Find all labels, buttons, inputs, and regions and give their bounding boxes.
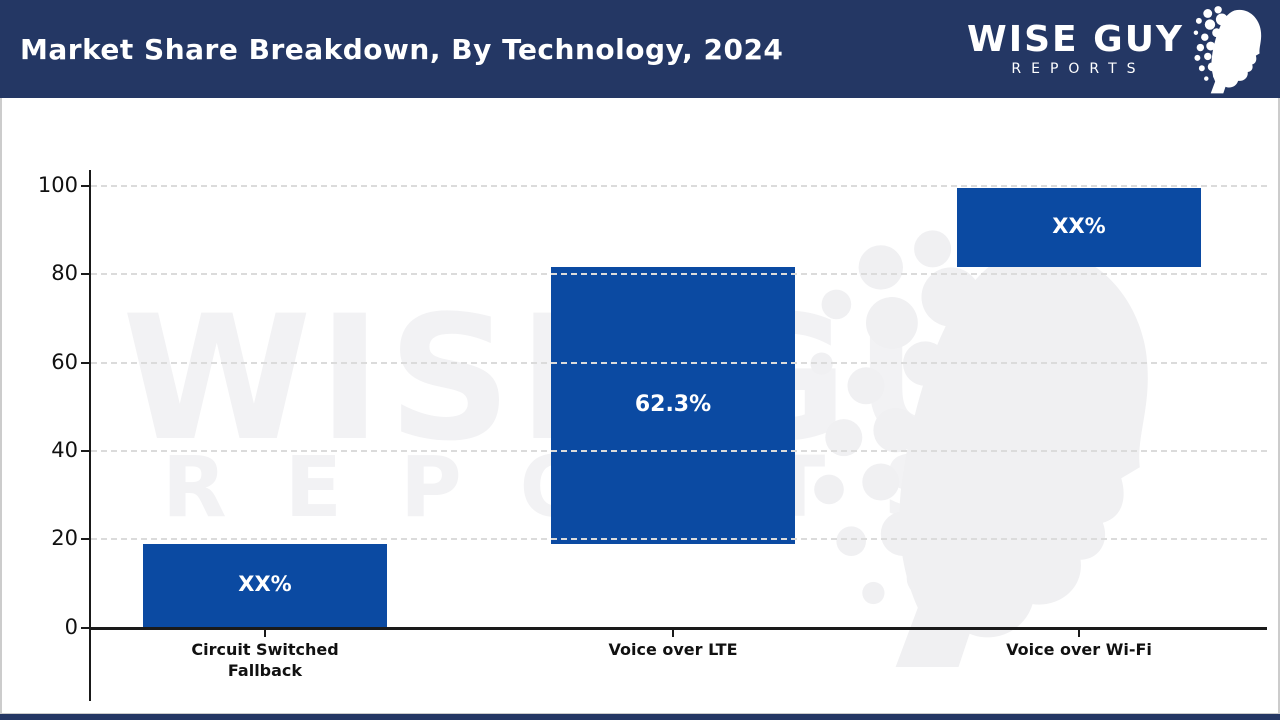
x-tick-mark: [1078, 630, 1080, 637]
brand-text: WISE GUY REPORTS: [966, 19, 1184, 77]
bar-circuit-switched-fallback[interactable]: [143, 544, 387, 627]
x-tick-mark: [264, 630, 266, 637]
gridline-60: [91, 362, 1267, 364]
bar-value-label: XX%: [238, 572, 292, 596]
x-category-label: Circuit Switched Fallback: [191, 640, 339, 680]
bar-voice-over-wifi[interactable]: [957, 188, 1201, 267]
header-bar: Market Share Breakdown, By Technology, 2…: [0, 0, 1280, 98]
brand-logo: WISE GUY REPORTS: [967, 3, 1280, 95]
brand-subtitle: REPORTS: [1011, 61, 1146, 77]
x-category-label: Voice over Wi-Fi: [1006, 640, 1152, 659]
gridline-20: [91, 538, 1267, 540]
y-axis-line: [89, 170, 91, 701]
y-tick-mark: [81, 185, 89, 187]
y-tick-label: 60: [51, 350, 78, 374]
y-tick-label: 80: [51, 261, 78, 285]
y-tick-mark: [81, 450, 89, 452]
x-axis-line: [89, 627, 1267, 630]
x-tick-mark: [672, 630, 674, 637]
y-tick-label: 100: [37, 173, 78, 197]
gridline-40: [91, 450, 1267, 452]
bar-voice-over-lte[interactable]: [551, 267, 795, 544]
watermark-face-icon: [810, 230, 1148, 667]
brand-face-icon: [1193, 6, 1262, 94]
bar-value-label: XX%: [1052, 214, 1106, 238]
y-tick-label: 0: [64, 615, 78, 639]
x-category-label: Voice over LTE: [608, 640, 738, 659]
gridline-80: [91, 273, 1267, 275]
page-title: Market Share Breakdown, By Technology, 2…: [20, 32, 784, 66]
y-tick-mark: [81, 362, 89, 364]
y-tick-mark: [81, 538, 89, 540]
y-tick-mark: [81, 627, 89, 629]
bottom-divider: [0, 713, 1280, 714]
brand-name: WISE GUY: [966, 19, 1184, 60]
y-tick-label: 40: [51, 438, 78, 462]
y-tick-label: 20: [51, 526, 78, 550]
gridline-100: [91, 185, 1267, 187]
y-tick-mark: [81, 273, 89, 275]
bar-value-label: 62.3%: [634, 392, 712, 417]
bottom-accent-bar: [0, 714, 1280, 720]
chart-area: WISE GUY REPORTS XX% 62.3% XX% 100 80 60…: [0, 98, 1280, 713]
